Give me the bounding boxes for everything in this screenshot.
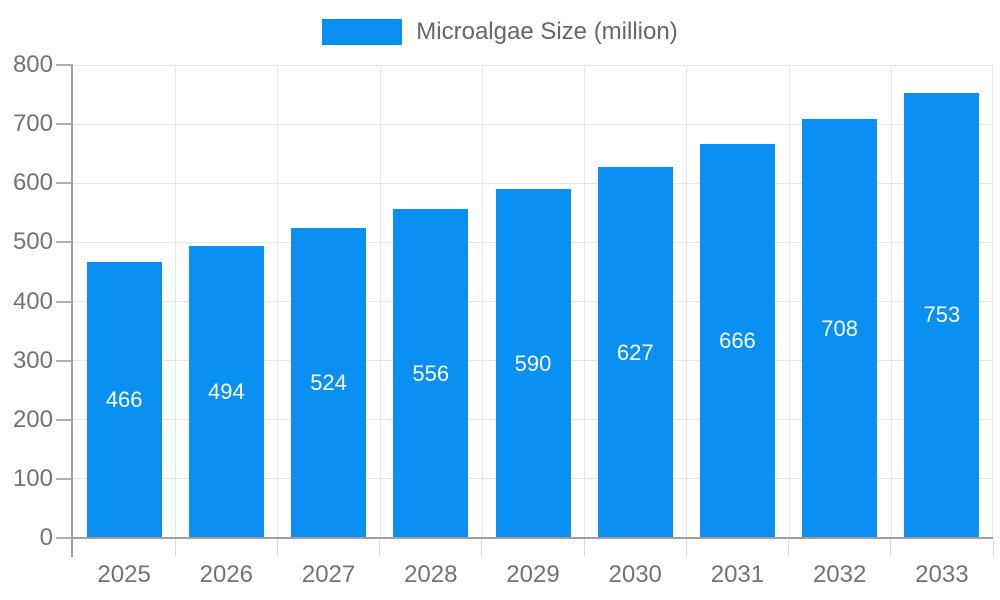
y-axis-tick-label: 300	[12, 346, 53, 374]
y-axis-tick	[56, 241, 73, 244]
y-axis-tick	[56, 123, 73, 126]
y-axis-tick-label: 400	[12, 287, 53, 315]
bar-value-label: 753	[923, 302, 961, 328]
gridline-vertical	[277, 65, 278, 538]
gridline-vertical	[175, 65, 176, 538]
gridline-vertical	[992, 65, 993, 538]
y-axis-tick	[56, 64, 73, 66]
y-axis-tick	[56, 418, 73, 421]
x-axis-tick	[481, 539, 483, 557]
x-axis-tick	[174, 539, 176, 557]
y-axis-line	[71, 65, 73, 538]
bar[interactable]: 666	[699, 144, 775, 538]
x-axis-tick	[685, 539, 687, 557]
gridline-vertical	[380, 65, 381, 538]
bar[interactable]: 494	[188, 245, 264, 538]
gridline-vertical	[482, 65, 483, 538]
bar[interactable]: 556	[393, 209, 469, 538]
x-axis-tick-label: 2033	[915, 561, 969, 588]
bar-value-label: 666	[719, 328, 756, 354]
bar-value-label: 466	[105, 387, 143, 413]
x-axis-tick	[890, 539, 892, 557]
y-axis-tick	[56, 359, 73, 362]
y-axis-tick-label: 800	[12, 51, 53, 78]
y-axis-tick-label: 0	[39, 524, 53, 551]
gridline-vertical	[789, 65, 790, 538]
y-axis-tick	[56, 477, 73, 480]
x-axis-tick-label: 2029	[506, 561, 560, 588]
x-axis-tick	[788, 539, 790, 557]
bar[interactable]: 753	[904, 92, 980, 538]
bar[interactable]: 466	[86, 262, 162, 538]
y-axis-tick-label: 600	[12, 169, 53, 197]
x-axis-tick	[992, 539, 994, 557]
gridline-vertical	[891, 65, 892, 538]
gridline-vertical	[686, 65, 687, 538]
legend-label: Microalgae Size (million)	[416, 18, 678, 45]
x-axis-tick	[583, 539, 585, 557]
bar-value-label: 524	[310, 370, 347, 396]
x-axis-tick-label: 2031	[710, 561, 765, 588]
x-axis-tick-label: 2028	[404, 561, 458, 588]
y-axis-tick	[56, 182, 73, 185]
bar[interactable]: 708	[802, 119, 878, 538]
legend-item[interactable]: Microalgae Size (million)	[0, 16, 1000, 48]
bar-value-label: 627	[616, 339, 654, 365]
x-axis-tick-label: 2026	[199, 561, 254, 588]
x-axis-tick	[276, 539, 278, 557]
x-axis-tick-label: 2032	[812, 561, 867, 588]
y-axis-tick-label: 200	[12, 405, 53, 433]
y-axis-tick	[56, 300, 73, 303]
gridline-horizontal	[73, 182, 993, 184]
x-axis-tick-label: 2027	[301, 561, 356, 588]
bar-value-label: 556	[412, 360, 450, 386]
y-axis-tick-label: 700	[12, 110, 53, 138]
bar-value-label: 708	[821, 315, 859, 341]
plot-area: 466 494 524 556 590 627 666 708 753	[73, 64, 993, 538]
gridline-horizontal	[73, 64, 993, 66]
legend-swatch	[322, 19, 403, 45]
bar[interactable]: 524	[291, 228, 367, 538]
bar[interactable]: 590	[495, 189, 571, 538]
bar-value-label: 590	[514, 350, 552, 376]
x-axis-line	[71, 537, 993, 539]
y-axis-tick	[56, 537, 73, 539]
bar-value-label: 494	[207, 378, 245, 404]
y-axis-tick-label: 100	[12, 464, 53, 492]
x-axis-tick	[379, 539, 381, 557]
x-axis-tick-label: 2025	[97, 561, 151, 588]
gridline-vertical	[584, 65, 585, 538]
gridline-horizontal	[73, 123, 993, 125]
x-axis-tick	[71, 539, 73, 557]
bar[interactable]: 627	[597, 167, 673, 538]
x-axis-tick-label: 2030	[608, 561, 662, 588]
y-axis-tick-label: 500	[12, 228, 53, 256]
